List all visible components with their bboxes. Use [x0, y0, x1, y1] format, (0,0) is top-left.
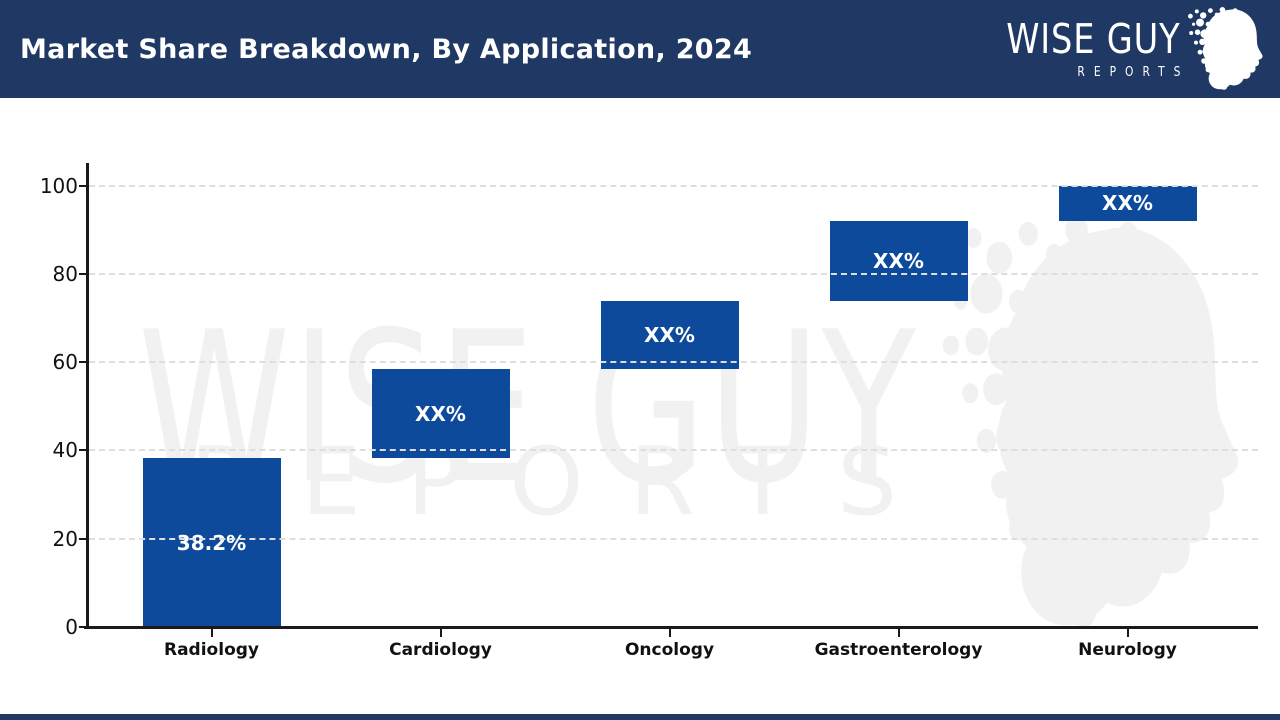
logo-reports-text: REPORTS	[1077, 65, 1190, 80]
ytick-label: 80	[52, 261, 78, 286]
ytick-label: 0	[65, 615, 78, 639]
bar-segment: XX%	[600, 301, 739, 370]
bar-value-label: XX%	[415, 401, 466, 426]
footer-bar	[0, 714, 1280, 720]
xtick-mark	[1126, 629, 1129, 637]
category-label: Neurology	[1078, 640, 1177, 660]
category-label: Radiology	[164, 640, 259, 660]
bar-value-label: XX%	[644, 323, 695, 348]
ytick-mark	[79, 184, 88, 187]
category-label: Oncology	[624, 640, 715, 660]
bar-value-label: XX%	[1102, 191, 1153, 216]
ytick-label: 60	[52, 350, 78, 375]
brand-logo: WISE GUY REPORTS	[968, 5, 1266, 93]
chart-title: Market Share Breakdown, By Application, …	[20, 33, 753, 65]
category-label: Cardiology	[389, 640, 492, 660]
bar-segment: XX%	[371, 369, 510, 459]
ytick-label: 100	[39, 173, 78, 198]
gridline	[89, 184, 1258, 187]
bar-value-label: 38.2%	[176, 530, 247, 555]
gridline	[89, 361, 1258, 364]
logo-wiseguy-text: WISE GUY	[1005, 15, 1180, 63]
ytick-mark	[79, 626, 88, 628]
header-bar: Market Share Breakdown, By Application, …	[0, 0, 1280, 98]
gridline	[89, 272, 1258, 275]
bar-value-label: XX%	[873, 249, 924, 274]
category-label: Gastroenterology	[814, 640, 983, 660]
ytick-mark	[79, 272, 88, 275]
ytick-mark	[79, 449, 88, 452]
bar-segment: 38.2%	[142, 458, 281, 627]
ytick-mark	[79, 537, 88, 540]
y-axis-spine	[86, 163, 89, 629]
xtick-mark	[439, 629, 442, 637]
ytick-label: 20	[52, 526, 78, 551]
ytick-label: 40	[52, 438, 78, 463]
ytick-mark	[79, 361, 88, 364]
xtick-mark	[668, 629, 671, 637]
gridline	[89, 537, 1258, 540]
xtick-mark	[897, 629, 900, 637]
logo-face-icon	[1188, 7, 1263, 90]
bar-segment: XX%	[829, 221, 968, 302]
x-axis-spine	[84, 626, 1258, 629]
bar-segment: XX%	[1058, 185, 1197, 222]
xtick-mark	[210, 629, 213, 637]
gridline	[89, 449, 1258, 452]
